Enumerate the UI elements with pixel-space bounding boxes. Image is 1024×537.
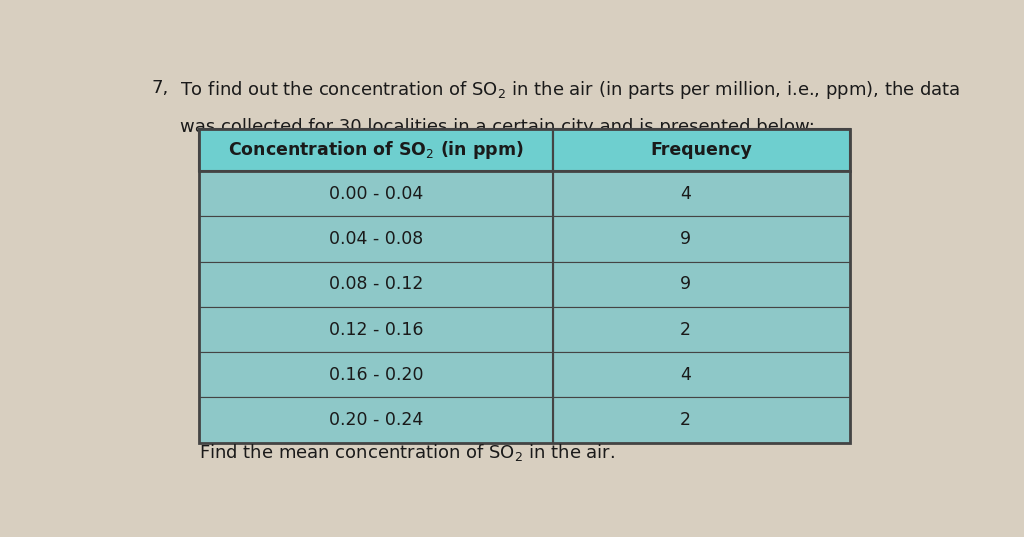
Text: 0.04 - 0.08: 0.04 - 0.08: [329, 230, 423, 248]
Text: 9: 9: [680, 275, 691, 293]
Text: To find out the concentration of SO$_2$ in the air (in parts per million, i.e., : To find out the concentration of SO$_2$ …: [179, 79, 959, 101]
Text: was collected for 30 localities in a certain city and is presented below:: was collected for 30 localities in a cer…: [179, 118, 814, 136]
Bar: [200, 352, 553, 397]
Bar: [200, 307, 553, 352]
Bar: [200, 216, 553, 262]
Bar: [200, 262, 553, 307]
Text: 2: 2: [680, 411, 691, 429]
Bar: [553, 128, 850, 171]
Bar: [200, 128, 553, 171]
Text: 0.08 - 0.12: 0.08 - 0.12: [329, 275, 423, 293]
Text: 0.20 - 0.24: 0.20 - 0.24: [329, 411, 423, 429]
Text: 4: 4: [680, 366, 691, 384]
Text: 9: 9: [680, 230, 691, 248]
Bar: [200, 128, 850, 443]
Text: 0.00 - 0.04: 0.00 - 0.04: [329, 185, 423, 202]
Bar: [200, 171, 553, 216]
Bar: [553, 397, 850, 443]
Text: 4: 4: [680, 185, 691, 202]
Bar: [553, 262, 850, 307]
Bar: [553, 171, 850, 216]
Bar: [553, 352, 850, 397]
Text: Frequency: Frequency: [650, 141, 753, 159]
Text: 0.16 - 0.20: 0.16 - 0.20: [329, 366, 423, 384]
Bar: [553, 307, 850, 352]
Text: 0.12 - 0.16: 0.12 - 0.16: [329, 321, 423, 338]
Bar: [553, 216, 850, 262]
Text: Find the mean concentration of SO$_2$ in the air.: Find the mean concentration of SO$_2$ in…: [200, 442, 615, 463]
Text: 7,: 7,: [152, 79, 169, 97]
Text: 2: 2: [680, 321, 691, 338]
Bar: [200, 397, 553, 443]
Text: Concentration of SO$_2$ (in ppm): Concentration of SO$_2$ (in ppm): [228, 139, 524, 161]
